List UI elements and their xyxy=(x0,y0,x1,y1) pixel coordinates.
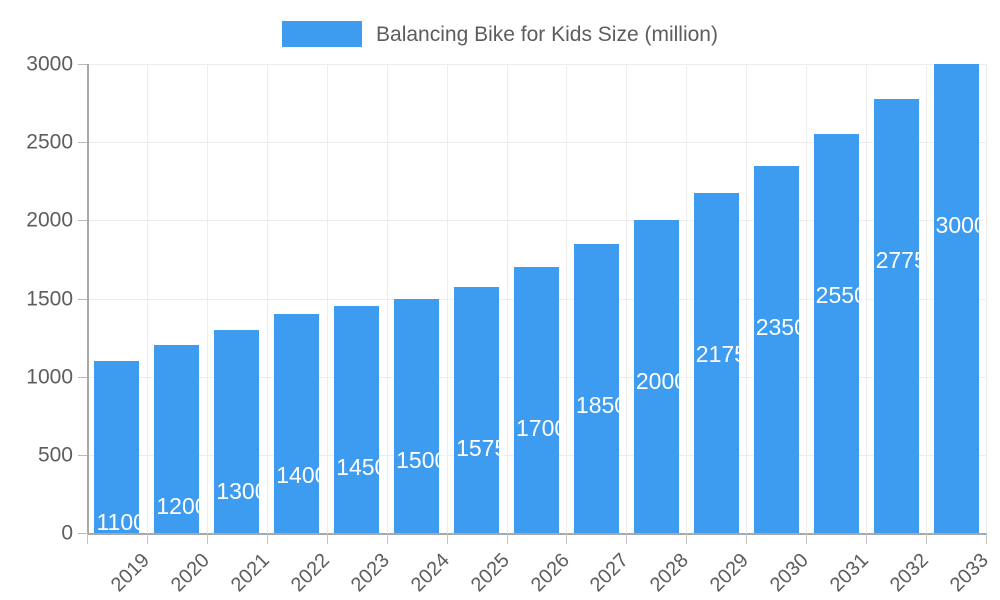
gridline-vertical xyxy=(806,64,807,533)
gridline-vertical xyxy=(507,64,508,533)
x-tick-label: 2023 xyxy=(346,549,394,597)
bar[interactable] xyxy=(94,361,140,533)
y-tick-label: 3000 xyxy=(26,52,73,76)
gridline-vertical xyxy=(387,64,388,533)
gridline-vertical xyxy=(866,64,867,533)
y-tick-mark xyxy=(78,64,87,65)
x-tick-label: 2028 xyxy=(646,549,694,597)
gridline-vertical xyxy=(447,64,448,533)
bar[interactable] xyxy=(873,99,919,533)
bar[interactable] xyxy=(274,314,320,533)
x-tick-mark xyxy=(926,533,927,544)
y-tick-label: 2500 xyxy=(26,130,73,154)
x-tick-mark xyxy=(327,533,328,544)
bar[interactable] xyxy=(334,306,380,533)
x-axis-line xyxy=(87,533,986,535)
x-tick-mark xyxy=(207,533,208,544)
x-tick-label: 2027 xyxy=(586,549,634,597)
y-tick-mark xyxy=(78,376,87,378)
gridline-vertical xyxy=(147,64,148,533)
x-tick-mark xyxy=(866,533,867,544)
bar[interactable] xyxy=(573,243,619,533)
y-tick-label: 1500 xyxy=(26,287,73,310)
gridline-vertical xyxy=(267,64,268,533)
gridline-horizontal xyxy=(87,64,986,65)
x-tick-mark xyxy=(507,533,508,544)
y-tick-label: 0 xyxy=(61,521,73,545)
bar[interactable] xyxy=(454,286,500,533)
x-tick-mark xyxy=(626,533,627,544)
bar[interactable] xyxy=(633,220,679,533)
x-tick-label: 2029 xyxy=(706,549,754,597)
bar[interactable] xyxy=(753,165,799,533)
legend-swatch-icon[interactable] xyxy=(282,21,363,47)
x-tick-mark xyxy=(87,533,88,544)
y-tick-label: 500 xyxy=(37,443,73,467)
x-tick-mark xyxy=(267,533,268,544)
y-tick-label: 1000 xyxy=(26,365,73,389)
x-tick-label: 2025 xyxy=(466,549,514,597)
y-axis-line xyxy=(87,64,89,533)
gridline-vertical xyxy=(626,64,627,533)
bar[interactable] xyxy=(813,134,859,533)
bar[interactable] xyxy=(154,345,200,533)
bar[interactable] xyxy=(394,298,440,533)
x-tick-mark xyxy=(986,533,987,544)
bar[interactable] xyxy=(933,64,979,533)
y-tick-mark xyxy=(78,298,87,300)
x-tick-label: 2030 xyxy=(766,549,814,597)
plot-area: 0 500 1000 1500 2000 2500 3000 2019 2020 2021 202… xyxy=(26,54,993,597)
x-tick-label: 2022 xyxy=(286,549,334,597)
x-tick-label: 2019 xyxy=(106,549,154,597)
x-tick-label: 2032 xyxy=(885,549,933,597)
y-tick-mark xyxy=(78,142,87,144)
x-tick-mark xyxy=(447,533,448,544)
gridline-vertical xyxy=(566,64,567,533)
y-tick-mark xyxy=(78,220,87,222)
x-tick-label: 2033 xyxy=(945,549,993,597)
x-tick-label: 2031 xyxy=(825,549,874,597)
x-tick-label: 2021 xyxy=(226,549,274,597)
x-tick-mark xyxy=(387,533,388,544)
y-tick-label: 2000 xyxy=(26,208,73,232)
gridline-vertical xyxy=(207,64,208,533)
bar[interactable] xyxy=(214,329,260,533)
gridline-vertical xyxy=(926,64,927,533)
x-tick-label: 2024 xyxy=(406,549,454,597)
chart-legend: Balancing Bike for Kids Size (million) xyxy=(0,14,1000,54)
bar[interactable] xyxy=(693,192,739,533)
y-tick-mark xyxy=(78,533,87,534)
x-tick-mark xyxy=(566,533,567,544)
x-tick-label: 2020 xyxy=(166,549,214,597)
bar[interactable] xyxy=(514,267,559,533)
x-tick-mark xyxy=(806,533,807,544)
gridline-vertical xyxy=(327,64,328,533)
x-tick-mark xyxy=(746,533,747,544)
gridline-vertical xyxy=(746,64,747,533)
gridline-vertical xyxy=(986,64,987,533)
x-tick-mark xyxy=(686,533,687,544)
x-tick-mark xyxy=(147,533,148,544)
gridline-vertical xyxy=(686,64,687,533)
x-tick-label: 2026 xyxy=(526,549,574,597)
legend-label[interactable]: Balancing Bike for Kids Size (million) xyxy=(376,22,718,46)
y-tick-mark xyxy=(78,454,87,456)
